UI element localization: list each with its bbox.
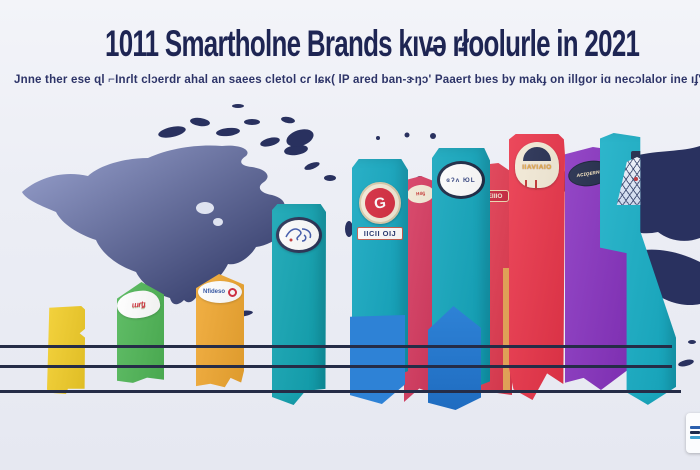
emblem-glyph: G	[373, 193, 387, 213]
brand-badge-teal-2-text: ɞʔʌ ЮL	[446, 176, 476, 184]
brand-badge-purple-text: ᴀᴄɪǫᴇʀɴɑ	[576, 168, 604, 179]
brand-label-cyan: IICII OIJ	[357, 227, 403, 240]
paint-drip-icon	[525, 180, 527, 187]
page-title: 1011 Smartholne Brands kıv̵ə r̵łoolurle …	[105, 23, 640, 64]
brand-badge-crimson-text: ʜǝɟ	[415, 190, 426, 198]
medallion-text: IIAVIAIO	[522, 164, 552, 171]
baseline-rule-3	[0, 390, 681, 393]
orange-stripe-accent	[503, 268, 510, 392]
medallion-arch-icon	[521, 145, 553, 163]
bar-green: ɯɾƫɟ	[117, 282, 164, 383]
brand-badge-crimson: ʜǝɟ	[406, 183, 435, 205]
baseline-rule-2	[0, 365, 672, 368]
emblem-core: G	[363, 186, 397, 220]
corner-card	[686, 413, 700, 453]
paint-drip-icon	[535, 180, 537, 190]
brand-medallion-red: IIAVIAIO	[515, 142, 559, 188]
brand-badge-green-text: ɯɾƫɟ	[131, 299, 146, 310]
brand-emblem-cyan: G	[359, 182, 401, 224]
bar-red-large: IIAVIAIO	[509, 134, 565, 400]
bar-orange: Nfideso	[196, 274, 244, 388]
bar-teal-1	[272, 204, 326, 405]
blue-overlay-shape-left	[350, 315, 405, 404]
page-subtitle: Jnne ther ese ɋl ⌐Inɾlt clɔerdr ahal an …	[14, 72, 700, 86]
brand-badge-teal-2: ɞʔʌ ЮL	[437, 161, 485, 199]
brand-label-cyan-text: IICII OIJ	[363, 229, 397, 238]
baseline-rule-1	[0, 345, 672, 348]
brand-badge-teal-1	[276, 217, 322, 253]
bar-yellow	[47, 306, 85, 394]
brand-badge-orange: Nfideso	[198, 281, 242, 303]
corner-card-line	[690, 431, 700, 434]
corner-card-line	[690, 436, 700, 439]
scribble-globe-icon	[285, 228, 312, 242]
corner-card-line	[690, 426, 700, 429]
red-ring-icon	[228, 287, 237, 297]
brand-badge-orange-text: Nfideso	[202, 289, 225, 295]
red-speck-icon	[634, 177, 638, 181]
